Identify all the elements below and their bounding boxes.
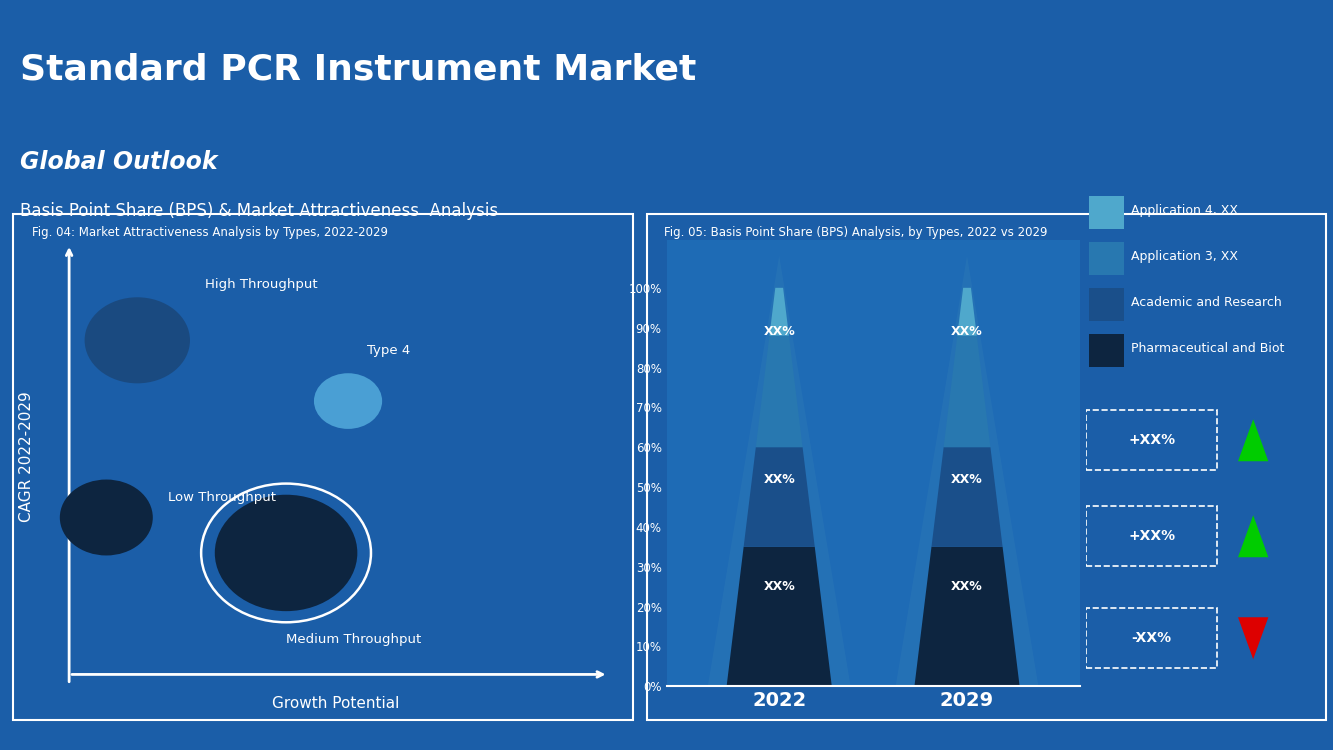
- Text: XX%: XX%: [952, 580, 982, 593]
- Polygon shape: [769, 288, 789, 336]
- Text: XX%: XX%: [764, 580, 794, 593]
- Polygon shape: [708, 256, 850, 686]
- Text: +XX%: +XX%: [1128, 433, 1176, 447]
- Text: -XX%: -XX%: [1132, 632, 1172, 645]
- Polygon shape: [1200, 37, 1233, 60]
- Text: Pharmaceutical and Biot: Pharmaceutical and Biot: [1130, 342, 1284, 355]
- Text: Type 4: Type 4: [367, 344, 409, 357]
- Polygon shape: [756, 336, 802, 447]
- Polygon shape: [914, 547, 1020, 686]
- Text: Fig. 04: Market Attractiveness Analysis by Types, 2022-2029: Fig. 04: Market Attractiveness Analysis …: [32, 226, 388, 239]
- Text: XX%: XX%: [764, 326, 794, 338]
- Circle shape: [60, 479, 153, 556]
- FancyBboxPatch shape: [1089, 334, 1124, 367]
- FancyBboxPatch shape: [1089, 196, 1124, 229]
- Text: Fig. 05: Basis Point Share (BPS) Analysis, by Types, 2022 vs 2029: Fig. 05: Basis Point Share (BPS) Analysi…: [664, 226, 1046, 239]
- Polygon shape: [932, 447, 1002, 547]
- FancyBboxPatch shape: [1089, 242, 1124, 274]
- Text: XX%: XX%: [952, 326, 982, 338]
- Text: XX%: XX%: [952, 472, 982, 485]
- Polygon shape: [1238, 515, 1269, 557]
- Text: XX%: XX%: [764, 472, 794, 485]
- Text: MARKET
RESEARCH
INTELLECT: MARKET RESEARCH INTELLECT: [1193, 93, 1240, 124]
- Text: Global Outlook: Global Outlook: [20, 150, 217, 174]
- Text: Low Throughput: Low Throughput: [168, 490, 276, 504]
- Text: Application 3, XX: Application 3, XX: [1130, 250, 1238, 263]
- Circle shape: [315, 374, 383, 429]
- Polygon shape: [1217, 37, 1282, 83]
- Polygon shape: [744, 447, 814, 547]
- Text: Academic and Research: Academic and Research: [1130, 296, 1281, 309]
- Circle shape: [215, 495, 357, 611]
- Text: +XX%: +XX%: [1128, 530, 1176, 543]
- Polygon shape: [896, 256, 1038, 686]
- FancyBboxPatch shape: [1089, 288, 1124, 321]
- Polygon shape: [944, 336, 990, 447]
- Text: High Throughput: High Throughput: [205, 278, 319, 291]
- Text: Growth Potential: Growth Potential: [272, 696, 400, 711]
- Polygon shape: [726, 547, 832, 686]
- Circle shape: [84, 297, 191, 383]
- Polygon shape: [957, 288, 977, 336]
- Text: Application 4, XX: Application 4, XX: [1130, 204, 1238, 217]
- Text: CAGR 2022-2029: CAGR 2022-2029: [20, 392, 35, 522]
- Text: Standard PCR Instrument Market: Standard PCR Instrument Market: [20, 53, 696, 86]
- Polygon shape: [1238, 617, 1269, 659]
- Text: Basis Point Share (BPS) & Market Attractiveness  Analysis: Basis Point Share (BPS) & Market Attract…: [20, 202, 499, 220]
- Polygon shape: [1150, 37, 1217, 83]
- Text: Medium Throughput: Medium Throughput: [287, 632, 421, 646]
- Polygon shape: [1238, 419, 1269, 461]
